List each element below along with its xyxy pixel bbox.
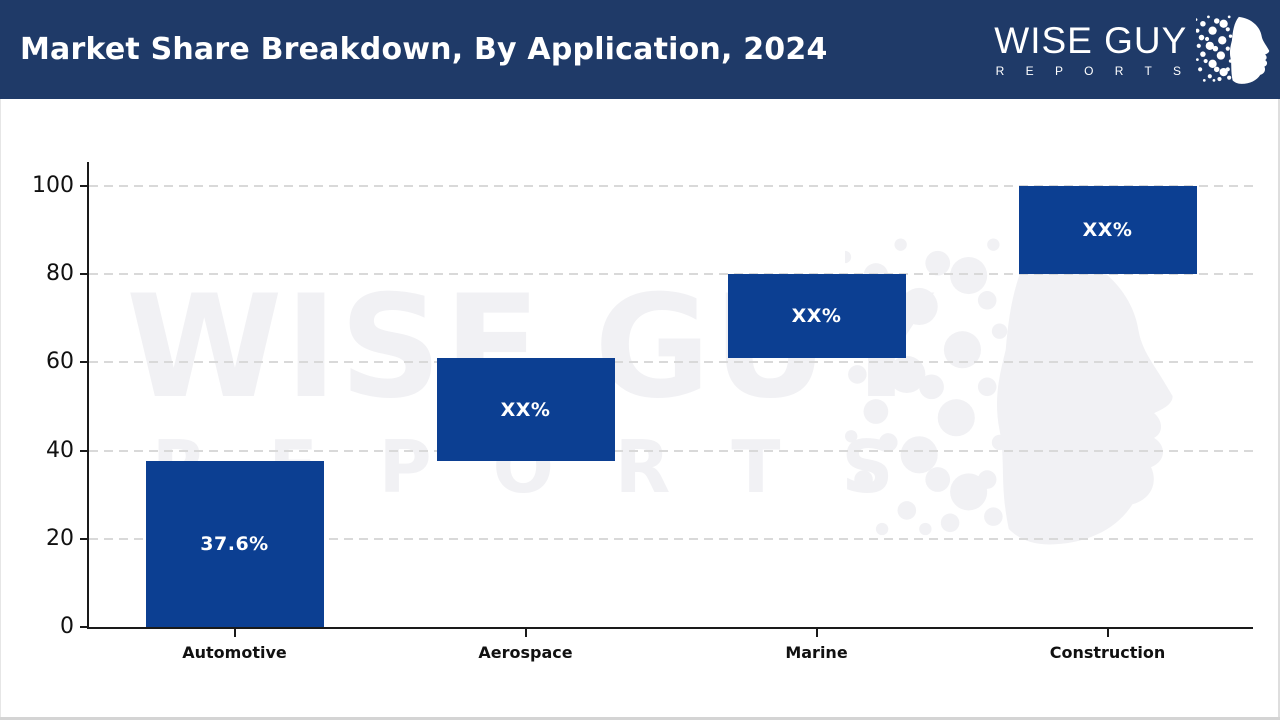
- x-axis-label-3: Construction: [1049, 643, 1166, 662]
- bar-value-label: XX%: [500, 398, 551, 421]
- y-tick-80: [80, 273, 89, 276]
- x-tick-3: [1106, 629, 1109, 637]
- gridline-100: [89, 185, 1253, 187]
- gridline-40: [89, 449, 1253, 452]
- x-tick-1: [524, 629, 527, 637]
- bar-value-label: XX%: [791, 305, 842, 328]
- bar-value-label: 37.6%: [200, 533, 269, 556]
- y-tick-label-100: 100: [32, 173, 74, 198]
- y-tick-label-60: 60: [46, 349, 74, 375]
- gridline-60: [89, 361, 1253, 364]
- y-tick-100: [80, 185, 89, 187]
- x-axis-line: [87, 627, 1253, 629]
- x-axis-label-0: Automotive: [182, 643, 287, 662]
- x-tick-2: [815, 629, 818, 637]
- y-tick-label-0: 0: [60, 614, 74, 639]
- bottom-border: [0, 717, 1280, 720]
- bar-aerospace: XX%: [436, 357, 615, 462]
- bar-automotive: 37.6%: [145, 461, 324, 627]
- logo-text: WISE GUY R E P O R T S: [992, 22, 1190, 78]
- bar-marine: XX%: [727, 274, 906, 358]
- logo-wordmark: WISE GUY: [994, 19, 1188, 61]
- chart-area: WISE GUY R E P O R T S 0 20 40 60 80 100 37.6%…: [0, 99, 1280, 720]
- plot-area: 0 20 40 60 80 100 37.6% Automotive XX% Aerospace X…: [0, 99, 1280, 720]
- y-tick-label-80: 80: [46, 261, 74, 287]
- y-tick-20: [80, 537, 89, 540]
- y-axis-line: [87, 162, 89, 629]
- bar-value-label: XX%: [1082, 219, 1133, 242]
- left-border: [0, 99, 1, 720]
- logo-subtext: R E P O R T S: [995, 63, 1190, 78]
- gridline-20: [89, 537, 1253, 540]
- gridline-80: [89, 273, 1253, 276]
- bar-construction: XX%: [1018, 186, 1197, 275]
- wiseguy-face-icon: [1196, 14, 1270, 84]
- y-tick-60: [80, 361, 89, 364]
- y-tick-40: [80, 449, 89, 452]
- y-tick-0: [80, 626, 89, 628]
- chart-title: Market Share Breakdown, By Application, …: [20, 32, 828, 67]
- right-border: [1278, 99, 1280, 720]
- y-tick-label-40: 40: [46, 437, 74, 463]
- x-tick-0: [233, 629, 236, 637]
- x-axis-label-1: Aerospace: [478, 643, 573, 662]
- x-axis-label-2: Marine: [785, 643, 848, 662]
- wiseguy-logo: WISE GUY R E P O R T S: [992, 7, 1272, 93]
- header: Market Share Breakdown, By Application, …: [0, 0, 1280, 99]
- y-tick-label-20: 20: [46, 525, 74, 551]
